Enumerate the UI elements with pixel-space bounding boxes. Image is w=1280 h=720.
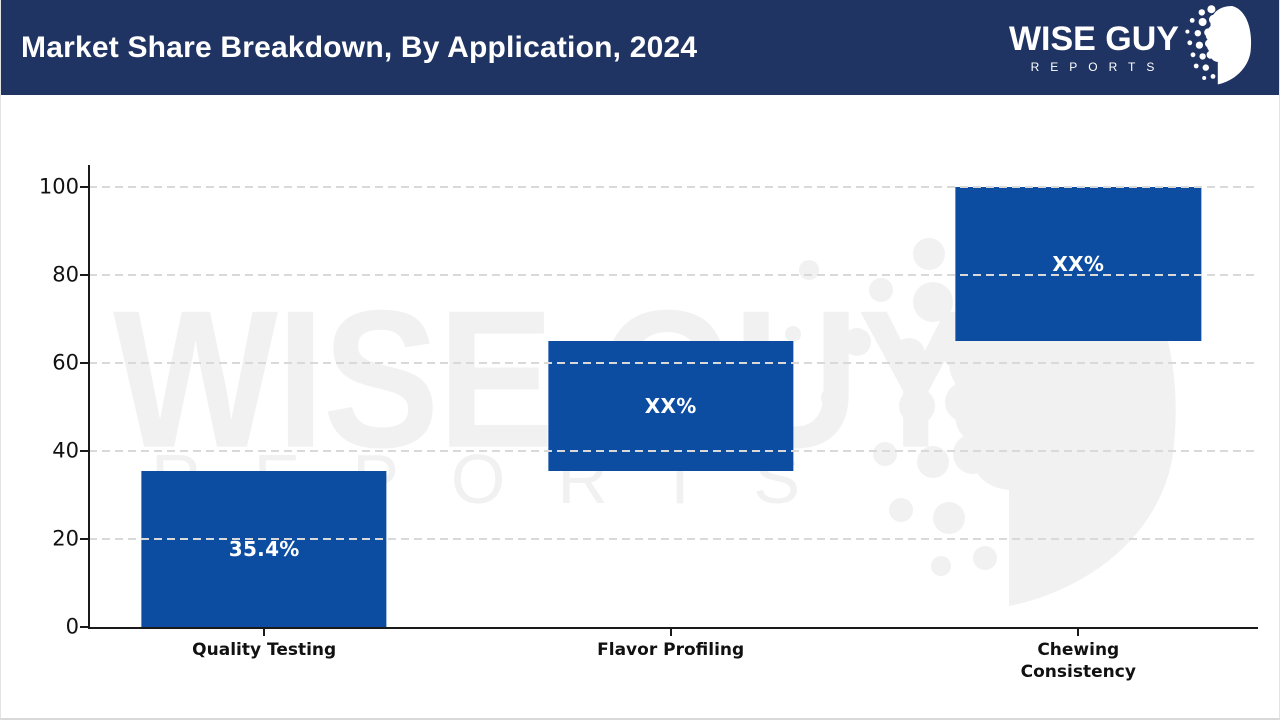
y-axis-line [88,165,90,629]
header-bar: Market Share Breakdown, By Application, … [1,0,1279,95]
wiseguy-logo: WISE GUY REPORTS [1009,3,1253,93]
y-axis-tick-labels: 0 20 40 60 80 100 [1,165,79,637]
gridline [89,362,1257,365]
y-tick-mark [80,626,88,628]
bar-value-label: 35.4% [228,537,300,562]
y-tick-label: 100 [38,174,79,199]
logo-brand-subtitle: REPORTS [1030,59,1166,74]
chart-title: Market Share Breakdown, By Application, … [21,30,698,64]
y-tick-mark [80,450,88,452]
y-tick-label: 0 [65,614,79,639]
wiseguy-face-icon [1181,3,1253,93]
x-tick-mark [1077,629,1080,636]
x-category-label: Quality Testing [192,640,337,660]
logo-brand-name: WISE GUY [1008,19,1179,58]
bar: XX% [955,187,1201,341]
bar: 35.4% [141,471,387,627]
gridline [89,538,1257,540]
y-tick-mark [80,538,88,540]
bar-value-label: XX% [644,394,697,419]
y-tick-label: 80 [52,262,79,287]
y-tick-mark [80,274,88,276]
x-axis-category-labels: Quality Testing Flavor Profiling Chewing C… [89,639,1257,699]
watermark-brand-text: WISE GUY [113,270,974,490]
y-tick-label: 40 [52,438,79,463]
y-tick-label: 20 [52,526,79,551]
bar-value-label: XX% [1052,252,1105,276]
x-tick-mark [263,629,266,636]
x-axis-line [88,627,1258,629]
y-tick-label: 60 [52,350,79,375]
gridline [89,274,1257,276]
x-category-label: Flavor Profiling [597,640,745,660]
wiseguy-logo-text: WISE GUY REPORTS [1009,22,1179,74]
y-tick-mark [80,362,88,365]
x-category-label: Chewing Consistency [1020,640,1136,683]
gridline [89,450,1257,452]
x-tick-mark [669,629,672,636]
y-tick-mark [80,186,88,188]
gridline [89,186,1257,188]
plot-area: 35.4% XX% XX% [80,165,1257,636]
